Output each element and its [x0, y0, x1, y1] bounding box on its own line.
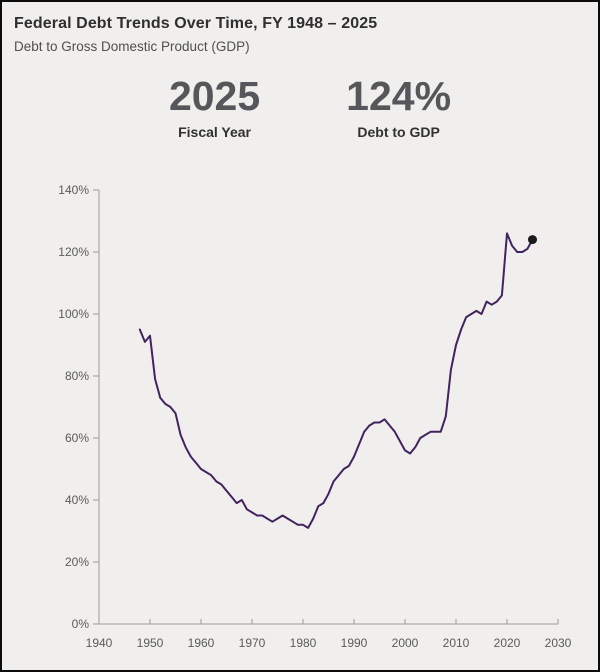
y-axis-tick-label: 0%	[72, 617, 90, 631]
chart-area: 0% 20% 40% 60% 80% 100% 120% 140% 1940 1950 1960 19…	[2, 158, 600, 670]
y-axis-tick-label: 120%	[58, 245, 89, 259]
fiscal-year-label: Fiscal Year	[178, 124, 252, 140]
x-axis-tick-label: 1980	[290, 636, 317, 650]
stat-fiscal-year: 2025 Fiscal Year	[168, 73, 261, 141]
x-axis-tick-label: 1960	[188, 636, 215, 650]
y-axis-tick-label: 80%	[65, 369, 89, 383]
y-axis-tick-label: 140%	[58, 183, 89, 197]
debt-to-gdp-line-chart[interactable]: 0% 20% 40% 60% 80% 100% 120% 140% 1940 1950 1960 19…	[2, 158, 600, 668]
x-axis-tick-label: 2000	[392, 636, 419, 650]
x-axis-tick-label: 1940	[86, 636, 113, 650]
debt-to-gdp-label: Debt to GDP	[357, 124, 440, 140]
x-axis-tick-label: 2020	[494, 636, 521, 650]
y-axis-tick-label: 100%	[58, 307, 89, 321]
y-axis-tick-label: 40%	[65, 493, 89, 507]
y-axis-tick-label: 20%	[65, 555, 89, 569]
x-axis-tick-label: 1990	[341, 636, 368, 650]
x-axis-tick-label: 2030	[545, 636, 572, 650]
debt-to-gdp-line[interactable]	[138, 232, 534, 529]
page-subtitle: Debt to Gross Domestic Product (GDP)	[14, 39, 250, 54]
summary-stats: 2025 Fiscal Year 124% Debt to GDP	[12, 54, 598, 158]
x-axis-tick-label: 1970	[239, 636, 266, 650]
x-axis-tick-label: 1950	[137, 636, 164, 650]
fiscal-year-value: 2025	[168, 73, 261, 119]
stat-debt-to-gdp: 124% Debt to GDP	[346, 73, 452, 141]
latest-value-dot[interactable]	[528, 235, 537, 245]
y-axis-tick-label: 60%	[65, 431, 89, 445]
page-title: Federal Debt Trends Over Time, FY 1948 –…	[14, 15, 378, 32]
debt-to-gdp-value: 124%	[346, 73, 452, 119]
x-axis-tick-label: 2010	[443, 636, 470, 650]
chart-header: Federal Debt Trends Over Time, FY 1948 –…	[2, 2, 598, 54]
